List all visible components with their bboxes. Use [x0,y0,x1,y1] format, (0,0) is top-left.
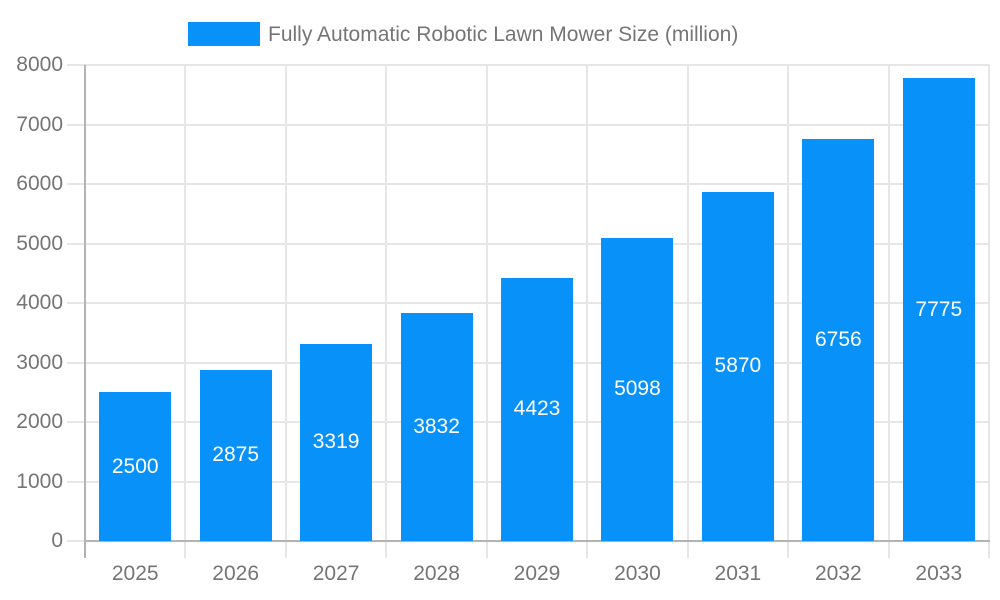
x-axis-tick-label: 2027 [312,562,360,585]
gridline-vertical [284,65,287,558]
gridline-horizontal [67,183,989,185]
bar [501,277,573,541]
legend-swatch-icon [188,22,260,46]
gridline-vertical [385,65,388,558]
gridline-horizontal [67,64,989,66]
gridline-vertical [787,65,790,558]
bar-value-label: 4423 [513,397,561,421]
y-axis-tick-label: 6000 [16,172,63,195]
bar-value-label: 2875 [212,443,260,467]
x-axis-tick-label: 2026 [212,562,260,585]
gridline-vertical [586,65,589,558]
bar-value-label: 6756 [814,328,862,351]
x-axis-tick-label: 2031 [714,562,762,585]
gridline-vertical [988,65,990,558]
y-axis-tick-label: 3000 [16,350,63,374]
y-axis-tick-label: 1000 [16,469,63,493]
bar [902,78,975,541]
legend-series-label: Fully Automatic Robotic Lawn Mower Size … [268,23,739,46]
x-axis-tick-label: 2030 [614,562,661,585]
gridline-vertical [887,65,890,558]
bar-value-label: 2500 [111,454,159,478]
gridline-horizontal [67,123,989,126]
bar [601,237,674,541]
bar-value-label: 3832 [413,414,460,438]
gridline-horizontal [67,242,989,245]
y-axis-tick-label: 4000 [16,291,63,314]
x-axis-tick-label: 2029 [513,562,561,585]
x-axis-tick-label: 2032 [814,562,862,585]
y-axis-tick-label: 8000 [16,53,63,76]
y-axis-tick-label: 7000 [16,112,63,136]
bar [802,139,875,541]
bar-value-label: 3319 [312,430,360,454]
bar [99,392,172,541]
x-axis-tick-label: 2028 [413,562,460,585]
bar [300,343,373,541]
y-axis-tick-label: 2000 [16,410,63,433]
bar [400,312,473,541]
bar-value-label: 5098 [614,377,661,401]
gridline-vertical [485,65,488,558]
y-axis-line [84,65,86,558]
x-axis-tick-label: 2025 [111,562,159,585]
y-axis-tick-label: 0 [51,529,63,552]
bar-value-label: 5870 [714,354,762,378]
bar [701,191,774,541]
gridline-vertical [686,65,689,558]
bar [199,369,272,541]
bar-value-label: 7775 [915,297,963,321]
gridline-vertical [184,65,187,558]
y-axis-tick-label: 5000 [16,231,63,255]
x-axis-tick-label: 2033 [915,562,963,585]
x-axis-line [84,540,990,542]
